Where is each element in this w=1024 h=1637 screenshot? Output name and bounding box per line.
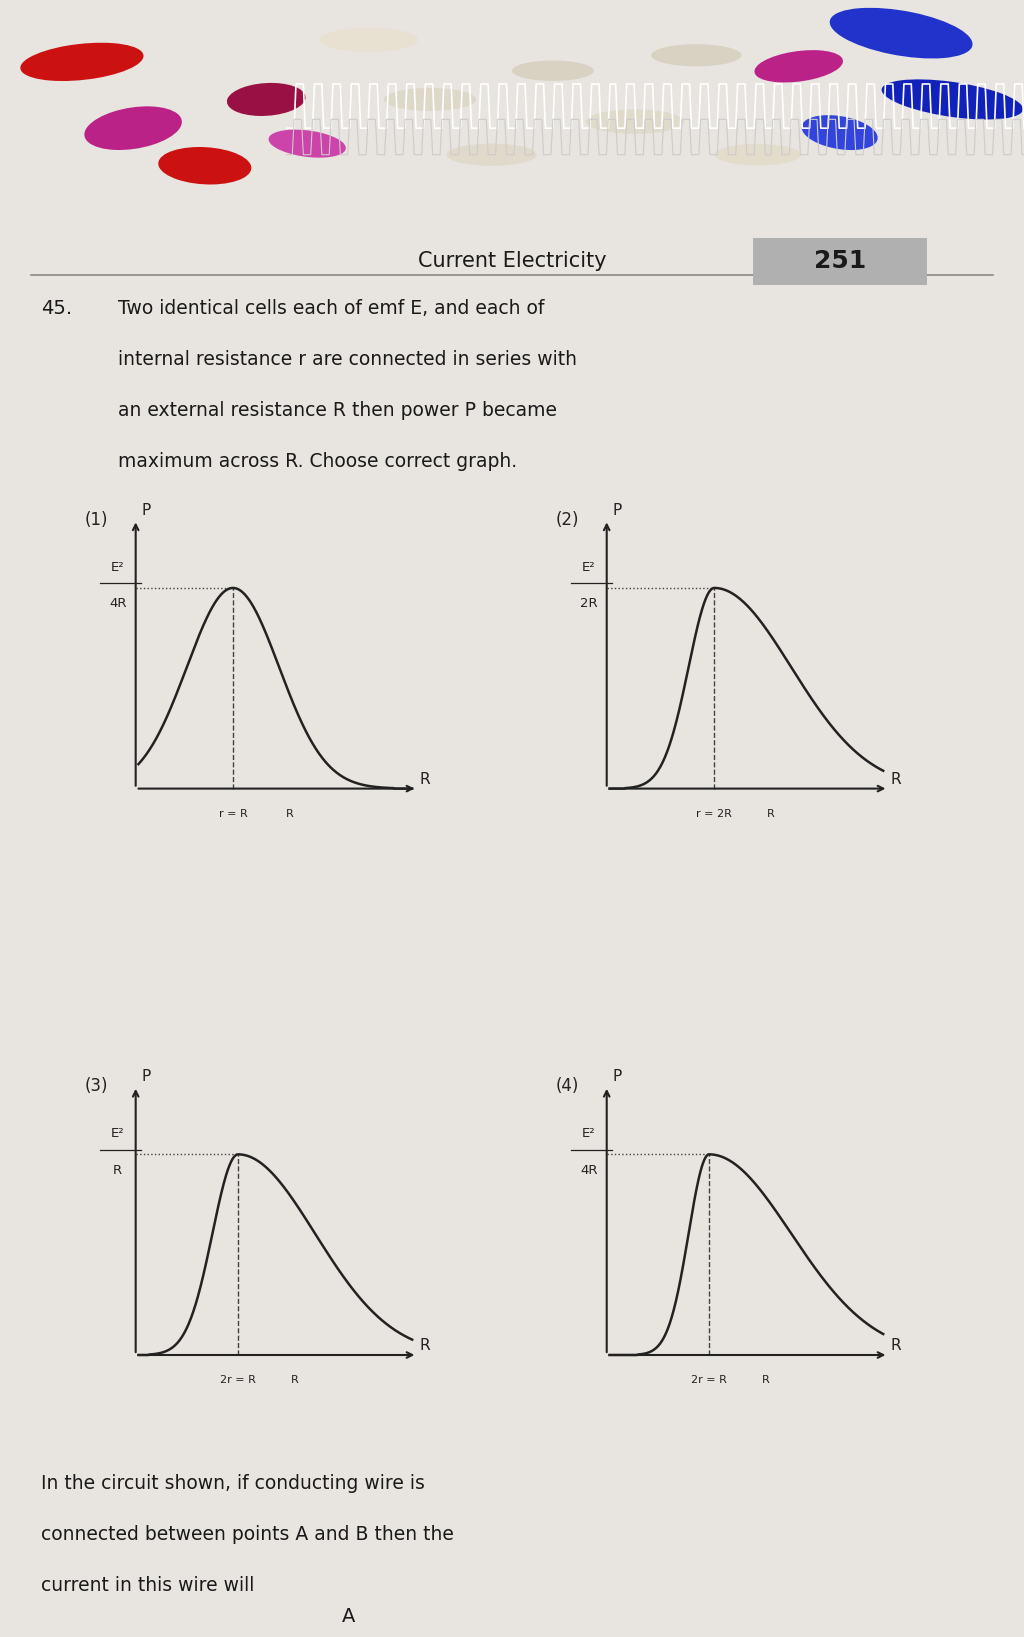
Text: (1): (1)	[84, 511, 108, 529]
Text: (4): (4)	[555, 1077, 579, 1095]
Text: connected between points A and B then the: connected between points A and B then th…	[41, 1526, 454, 1544]
Text: R: R	[420, 773, 430, 787]
Text: 45.: 45.	[41, 300, 72, 318]
Ellipse shape	[882, 79, 1023, 120]
Text: In the circuit shown, if conducting wire is: In the circuit shown, if conducting wire…	[41, 1475, 425, 1493]
Ellipse shape	[84, 106, 182, 151]
Ellipse shape	[802, 115, 878, 151]
Text: current in this wire will: current in this wire will	[41, 1576, 254, 1594]
Ellipse shape	[446, 144, 537, 165]
Text: 251: 251	[813, 249, 866, 273]
Text: r = R: r = R	[218, 809, 248, 818]
Text: 2r = R: 2r = R	[220, 1375, 256, 1385]
Text: 4R: 4R	[580, 1164, 598, 1177]
Text: r = 2R: r = 2R	[696, 809, 732, 818]
Ellipse shape	[227, 83, 305, 116]
FancyBboxPatch shape	[753, 237, 927, 285]
Text: (3): (3)	[84, 1077, 108, 1095]
Text: (2): (2)	[555, 511, 579, 529]
Ellipse shape	[384, 88, 476, 111]
Text: R: R	[891, 1339, 901, 1354]
Ellipse shape	[755, 51, 843, 82]
Ellipse shape	[651, 44, 741, 65]
Text: E²: E²	[582, 561, 596, 575]
Text: E²: E²	[111, 1128, 125, 1141]
Text: A: A	[341, 1606, 355, 1626]
Text: internal resistance r are connected in series with: internal resistance r are connected in s…	[118, 350, 577, 368]
Text: Current Electricity: Current Electricity	[418, 250, 606, 270]
Text: R: R	[286, 809, 293, 818]
Ellipse shape	[512, 61, 594, 80]
Text: 2r = R: 2r = R	[691, 1375, 727, 1385]
Text: Two identical cells each of emf E, and each of: Two identical cells each of emf E, and e…	[118, 300, 544, 318]
Text: P: P	[141, 503, 151, 517]
Ellipse shape	[159, 147, 251, 185]
Text: R: R	[291, 1375, 298, 1385]
Text: R: R	[891, 773, 901, 787]
Ellipse shape	[319, 28, 418, 52]
Text: P: P	[612, 503, 622, 517]
Ellipse shape	[715, 144, 801, 165]
Ellipse shape	[20, 43, 143, 80]
Text: P: P	[141, 1069, 151, 1084]
Ellipse shape	[586, 110, 684, 134]
Ellipse shape	[268, 129, 346, 157]
Text: R: R	[420, 1339, 430, 1354]
Text: E²: E²	[582, 1128, 596, 1141]
Text: 4R: 4R	[109, 598, 127, 611]
Text: an external resistance R then power P became: an external resistance R then power P be…	[118, 401, 557, 419]
Text: R: R	[762, 1375, 769, 1385]
Text: P: P	[612, 1069, 622, 1084]
Ellipse shape	[829, 8, 973, 59]
Text: R: R	[767, 809, 774, 818]
Text: 2R: 2R	[580, 598, 598, 611]
Text: R: R	[114, 1164, 122, 1177]
Text: E²: E²	[111, 561, 125, 575]
Text: maximum across R. Choose correct graph.: maximum across R. Choose correct graph.	[118, 452, 517, 471]
